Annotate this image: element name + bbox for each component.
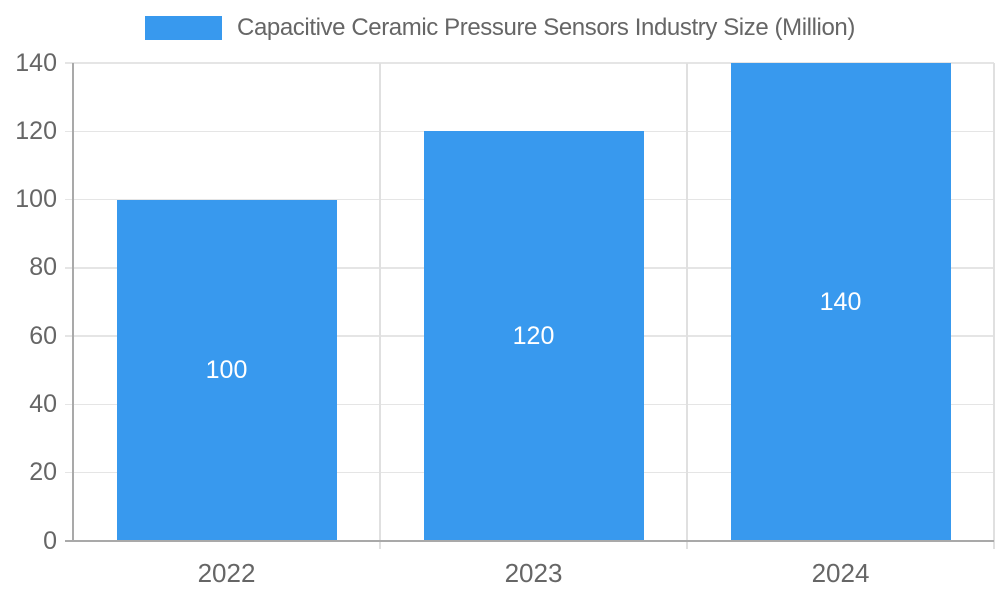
x-tick-label-2024: 2024 [811,558,870,588]
y-tick-label-100: 100 [15,185,57,214]
gridline-x-boundary-1 [379,63,381,549]
gridline-x-boundary-2 [686,63,688,549]
bar-value-label: 100 [205,355,248,384]
gridline-x-boundary-3 [993,63,995,549]
y-tick-label-0: 0 [43,526,57,555]
bar-value-label: 140 [819,287,862,316]
y-axis-line [72,63,74,541]
y-tick-label-120: 120 [15,116,57,145]
y-tick-label-40: 40 [29,389,57,418]
x-tick-label-2023: 2023 [504,558,563,588]
legend-label: Capacitive Ceramic Pressure Sensors Indu… [237,14,855,41]
legend-item[interactable]: Capacitive Ceramic Pressure Sensors Indu… [0,14,1000,42]
x-tick-label-2022: 2022 [197,558,256,588]
gridline-y-140 [65,62,994,64]
y-tick-label-60: 60 [29,321,57,350]
legend-swatch [145,16,223,40]
bar-2022[interactable]: 100 [116,199,337,541]
plot-area: 100 120 140 [65,62,995,549]
x-axis-line [65,540,994,542]
y-tick-label-80: 80 [29,253,57,282]
bar-value-label: 120 [512,321,555,350]
y-tick-label-140: 140 [15,48,57,77]
bar-2024[interactable]: 140 [730,63,951,541]
gridline-y-120 [65,130,994,133]
bar-2023[interactable]: 120 [423,131,644,541]
y-tick-label-20: 20 [29,458,57,487]
